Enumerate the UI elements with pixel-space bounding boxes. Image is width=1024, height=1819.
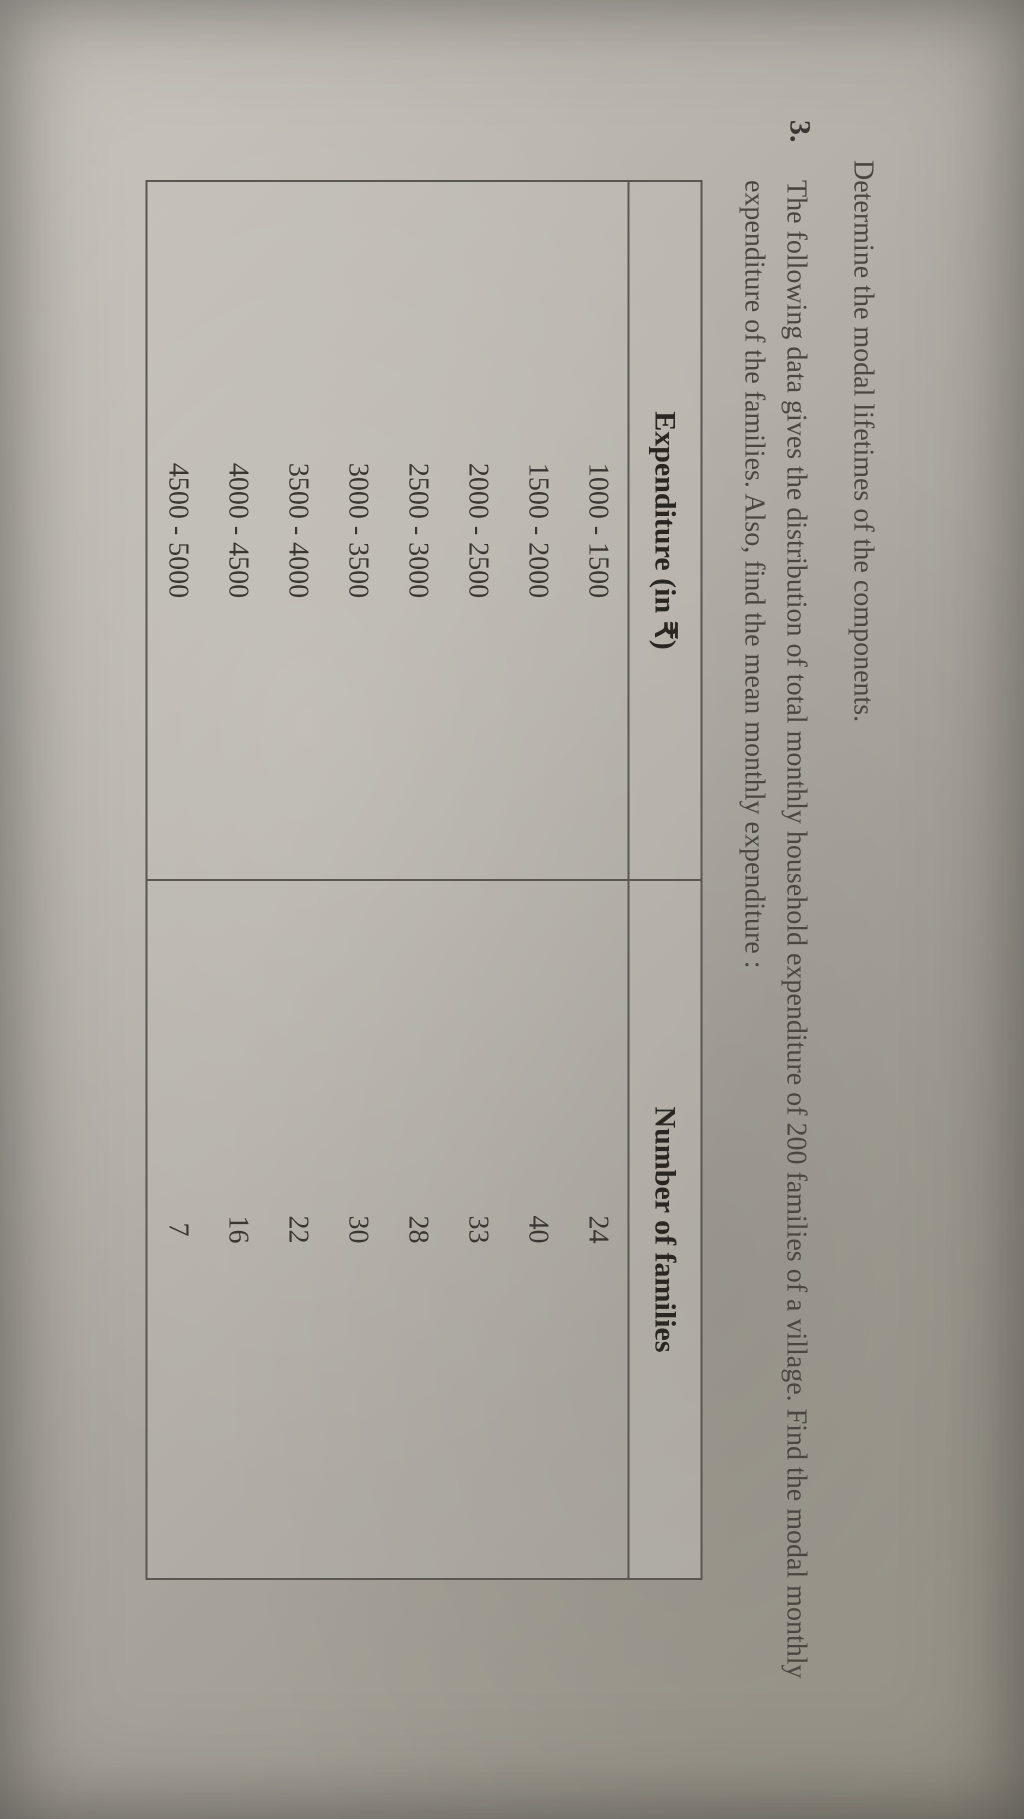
- expenditure-table: Expenditure (in ₹) Number of families 10…: [146, 180, 703, 1580]
- cell-expenditure: 4500 - 5000: [147, 181, 208, 880]
- table-row: 1500 - 2000 40: [508, 181, 568, 1579]
- header-families: Number of families: [629, 880, 702, 1579]
- cell-families: 33: [448, 880, 508, 1579]
- cell-expenditure: 3500 - 4000: [268, 181, 328, 880]
- intro-text: Determine the modal lifetimes of the com…: [847, 120, 879, 1700]
- cell-expenditure: 2000 - 2500: [448, 181, 508, 880]
- question-number: 3.: [733, 120, 817, 160]
- cell-families: 16: [208, 880, 268, 1579]
- cell-expenditure: 4000 - 4500: [208, 181, 268, 880]
- cell-families: 28: [388, 880, 448, 1579]
- table-row: 2000 - 2500 33: [448, 181, 508, 1579]
- question-block: 3. The following data gives the distribu…: [733, 120, 817, 1700]
- header-expenditure: Expenditure (in ₹): [629, 181, 702, 880]
- table-row: 2500 - 3000 28: [388, 181, 448, 1579]
- cell-families: 30: [328, 880, 388, 1579]
- table-row: 1000 - 1500 24: [568, 181, 629, 1579]
- question-text: The following data gives the distributio…: [733, 180, 817, 1700]
- cell-families: 22: [268, 880, 328, 1579]
- table-row: 4500 - 5000 7: [147, 181, 208, 1579]
- cell-families: 40: [508, 880, 568, 1579]
- cell-expenditure: 1500 - 2000: [508, 181, 568, 880]
- cell-expenditure: 3000 - 3500: [328, 181, 388, 880]
- table-row: 3000 - 3500 30: [328, 181, 388, 1579]
- table-row: 3500 - 4000 22: [268, 181, 328, 1579]
- cell-families: 7: [147, 880, 208, 1579]
- table-header-row: Expenditure (in ₹) Number of families: [629, 181, 702, 1579]
- cell-families: 24: [568, 880, 629, 1579]
- cell-expenditure: 2500 - 3000: [388, 181, 448, 880]
- table-row: 4000 - 4500 16: [208, 181, 268, 1579]
- page-content: Determine the modal lifetimes of the com…: [106, 60, 919, 1760]
- cell-expenditure: 1000 - 1500: [568, 181, 629, 880]
